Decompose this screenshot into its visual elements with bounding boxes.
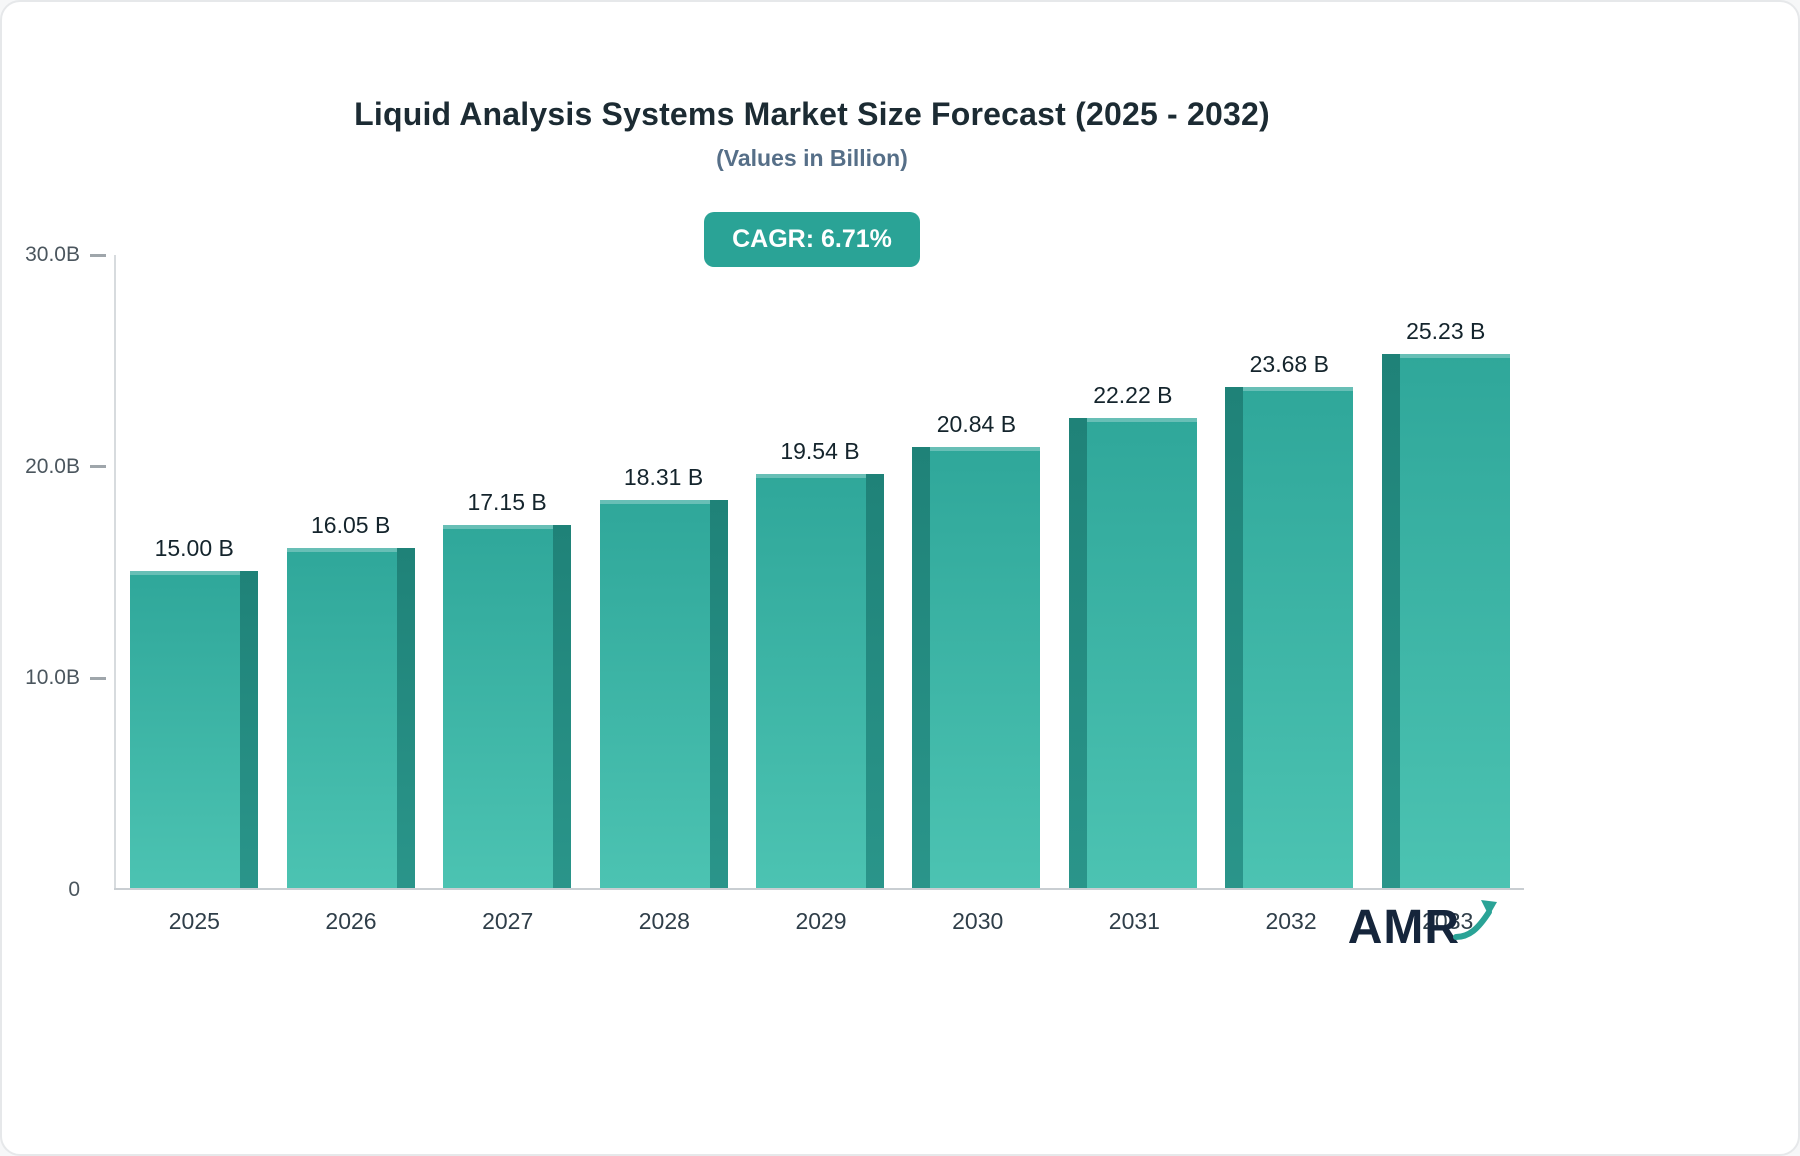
bar-side-face: [553, 525, 572, 888]
x-axis-labels: 2025 2026 2027 2028 2029 2030 2031 2032 2033: [116, 908, 1526, 935]
bar-value-label: 23.68 B: [1249, 350, 1329, 377]
bar-side-face: [912, 446, 931, 888]
bar-group: 15.00 B: [116, 534, 272, 888]
bar-group: 23.68 B: [1211, 351, 1367, 888]
bar-group: 20.84 B: [898, 411, 1054, 888]
bar-group: 18.31 B: [585, 464, 741, 888]
y-axis-line: [114, 255, 116, 888]
x-axis-label: 2028: [638, 908, 690, 934]
bar: [1225, 386, 1354, 888]
bar: [130, 570, 259, 888]
y-tick-label: 30.0B: [25, 243, 80, 266]
y-tick-label: 20.0B: [25, 454, 80, 478]
bar: [443, 525, 572, 888]
bar-side-face: [709, 500, 728, 888]
bar-side-face: [865, 474, 884, 888]
bar-value-label: 20.84 B: [936, 410, 1017, 437]
bars-container: 15.00 B 16.05 B 17.15 B 18.31 B 19.54 B: [116, 255, 1524, 888]
bar: [912, 446, 1041, 888]
bar: [755, 474, 884, 888]
chart-header: Liquid Analysis Systems Market Size Fore…: [2, 2, 1622, 267]
bar-value-label: 16.05 B: [311, 512, 391, 539]
x-axis-label: 2033: [1422, 908, 1474, 934]
bar-front-face: [755, 474, 884, 888]
bar: [599, 500, 728, 888]
bar-front-face: [1068, 417, 1197, 888]
bar: [1381, 354, 1510, 888]
logo-text: AMR: [1347, 901, 1460, 954]
bar-side-face: [396, 548, 415, 888]
x-axis-label: 2032: [1265, 908, 1317, 934]
growth-arrow-icon: [1453, 899, 1497, 940]
y-tick-label: 10.0B: [25, 666, 80, 690]
x-axis-label: 2027: [482, 908, 534, 934]
bar-group: 16.05 B: [272, 512, 428, 888]
x-axis-label: 2030: [952, 908, 1004, 934]
bar-value-label: 25.23 B: [1406, 318, 1486, 344]
y-tick: 10.0B: [25, 666, 106, 690]
bar-front-face: [599, 500, 728, 888]
bar-front-face: [286, 548, 415, 888]
y-tick-label: 0: [68, 878, 80, 901]
bar-group: 22.22 B: [1055, 382, 1211, 888]
bar-side-face: [1225, 386, 1244, 888]
bar-front-face: [912, 446, 1041, 888]
chart-subtitle: (Values in Billion): [716, 145, 908, 171]
y-tick-mark: [90, 465, 106, 469]
bar-value-label: 15.00 B: [154, 534, 234, 561]
x-axis-label: 2025: [168, 908, 220, 934]
bar-value-label: 18.31 B: [623, 464, 704, 491]
bar-group: 19.54 B: [742, 438, 898, 888]
y-tick: 0: [68, 878, 106, 902]
bar-group: 17.15 B: [429, 489, 585, 888]
y-tick: 20.0B: [25, 455, 106, 479]
bar-side-face: [1068, 417, 1087, 888]
x-axis-label: 2026: [325, 908, 377, 934]
bar: [286, 548, 415, 888]
bar-front-face: [1381, 354, 1510, 888]
bar-front-face: [130, 570, 259, 888]
bar-value-label: 17.15 B: [467, 489, 547, 515]
y-tick: 30.0B: [25, 243, 106, 267]
bar-value-label: 22.22 B: [1093, 381, 1173, 408]
bar-front-face: [1225, 386, 1354, 888]
x-axis-label: 2029: [795, 908, 847, 934]
y-tick-mark: [90, 676, 106, 680]
bar-group: 25.23 B: [1368, 318, 1524, 888]
bar-value-label: 19.54 B: [780, 438, 860, 465]
bar: [1068, 417, 1197, 888]
bar-front-face: [443, 525, 572, 888]
amr-logo: AMR: [1347, 899, 1498, 955]
chart-title: Liquid Analysis Systems Market Size Fore…: [354, 96, 1270, 132]
y-tick-mark: [90, 253, 106, 257]
x-axis-label: 2031: [1108, 908, 1160, 934]
bar-side-face: [1381, 354, 1400, 888]
plot-area: 30.0B 20.0B 10.0B 0 15.00 B 16.05 B 17.1…: [25, 243, 1524, 901]
cagr-badge: CAGR: 6.71%: [704, 212, 920, 267]
bar-side-face: [240, 570, 259, 888]
badge-row: CAGR: 6.71%: [2, 212, 1622, 267]
